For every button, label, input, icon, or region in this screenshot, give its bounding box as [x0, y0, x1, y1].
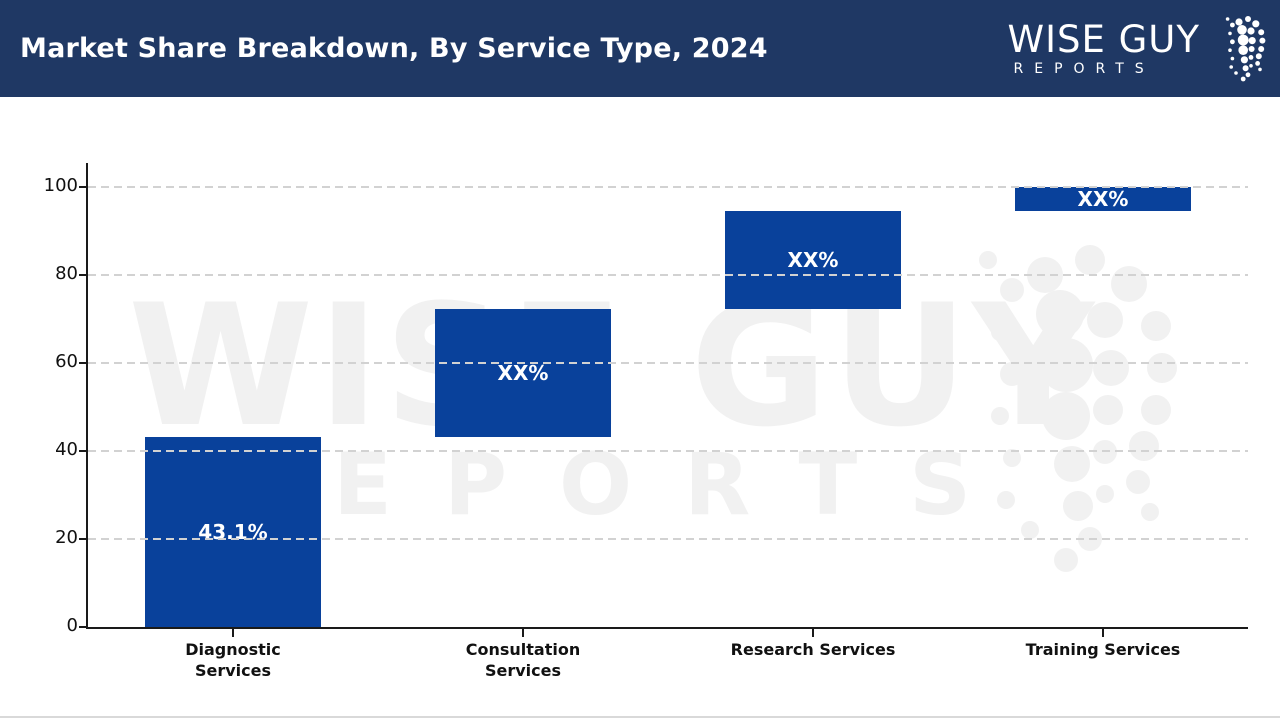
bar-segment: 43.1%	[144, 437, 322, 627]
y-tick-mark	[79, 362, 87, 364]
y-tick-mark	[79, 538, 87, 540]
brand-name-top: WISE GUY	[1007, 18, 1200, 61]
x-tick-label: Consultation Services	[378, 640, 668, 682]
gridline	[88, 186, 1248, 188]
bar-value-label: XX%	[497, 361, 549, 386]
bar-value-label: 43.1%	[198, 520, 268, 545]
x-tick-label-line: Training Services	[1025, 640, 1181, 659]
bar-value-label: XX%	[787, 248, 839, 273]
bar-segment: XX%	[434, 309, 612, 438]
gridline	[88, 450, 1248, 452]
y-tick-label: 60	[55, 351, 78, 372]
gridline	[88, 538, 1248, 540]
brand-logo: WISE GUY REPORTS	[1008, 0, 1266, 97]
y-tick-mark	[79, 186, 87, 188]
y-tick-mark	[79, 450, 87, 452]
bar-segment: XX%	[1014, 187, 1192, 212]
x-tick-label: Diagnostic Services	[88, 640, 378, 682]
x-tick-mark	[232, 629, 234, 637]
bar-segment: XX%	[724, 211, 902, 310]
y-tick-label: 80	[55, 263, 78, 284]
x-axis	[86, 627, 1248, 629]
x-tick-label: Research Services	[668, 640, 958, 661]
x-tick-label-line: Consultation	[465, 640, 581, 659]
brand-name-bottom: REPORTS	[1013, 61, 1155, 77]
gridline	[88, 274, 1248, 276]
y-tick-label: 0	[66, 615, 78, 636]
y-tick-mark	[79, 274, 87, 276]
y-tick-label: 20	[55, 527, 78, 548]
y-tick-mark	[79, 626, 87, 628]
bottom-rule	[0, 716, 1280, 718]
page-title: Market Share Breakdown, By Service Type,…	[20, 33, 768, 64]
bar-value-label: XX%	[1077, 187, 1129, 212]
gridline	[88, 362, 1248, 364]
y-axis	[86, 163, 88, 629]
y-tick-label: 100	[43, 175, 78, 196]
x-tick-label-line: Diagnostic	[185, 640, 281, 659]
x-tick-mark	[812, 629, 814, 637]
brand-head-icon	[1225, 15, 1266, 81]
x-tick-label-line: Research Services	[730, 640, 896, 659]
brand-text: WISE GUY REPORTS	[1008, 21, 1200, 76]
y-tick-label: 40	[55, 439, 78, 460]
x-tick-label: Training Services	[958, 640, 1248, 661]
watermark-text-bottom: REPORTS	[215, 435, 1024, 535]
header-bar: Market Share Breakdown, By Service Type,…	[0, 0, 1280, 97]
x-tick-mark	[522, 629, 524, 637]
x-tick-mark	[1102, 629, 1104, 637]
x-tick-label-line: Services	[484, 660, 562, 680]
x-tick-label-line: Services	[194, 660, 272, 680]
